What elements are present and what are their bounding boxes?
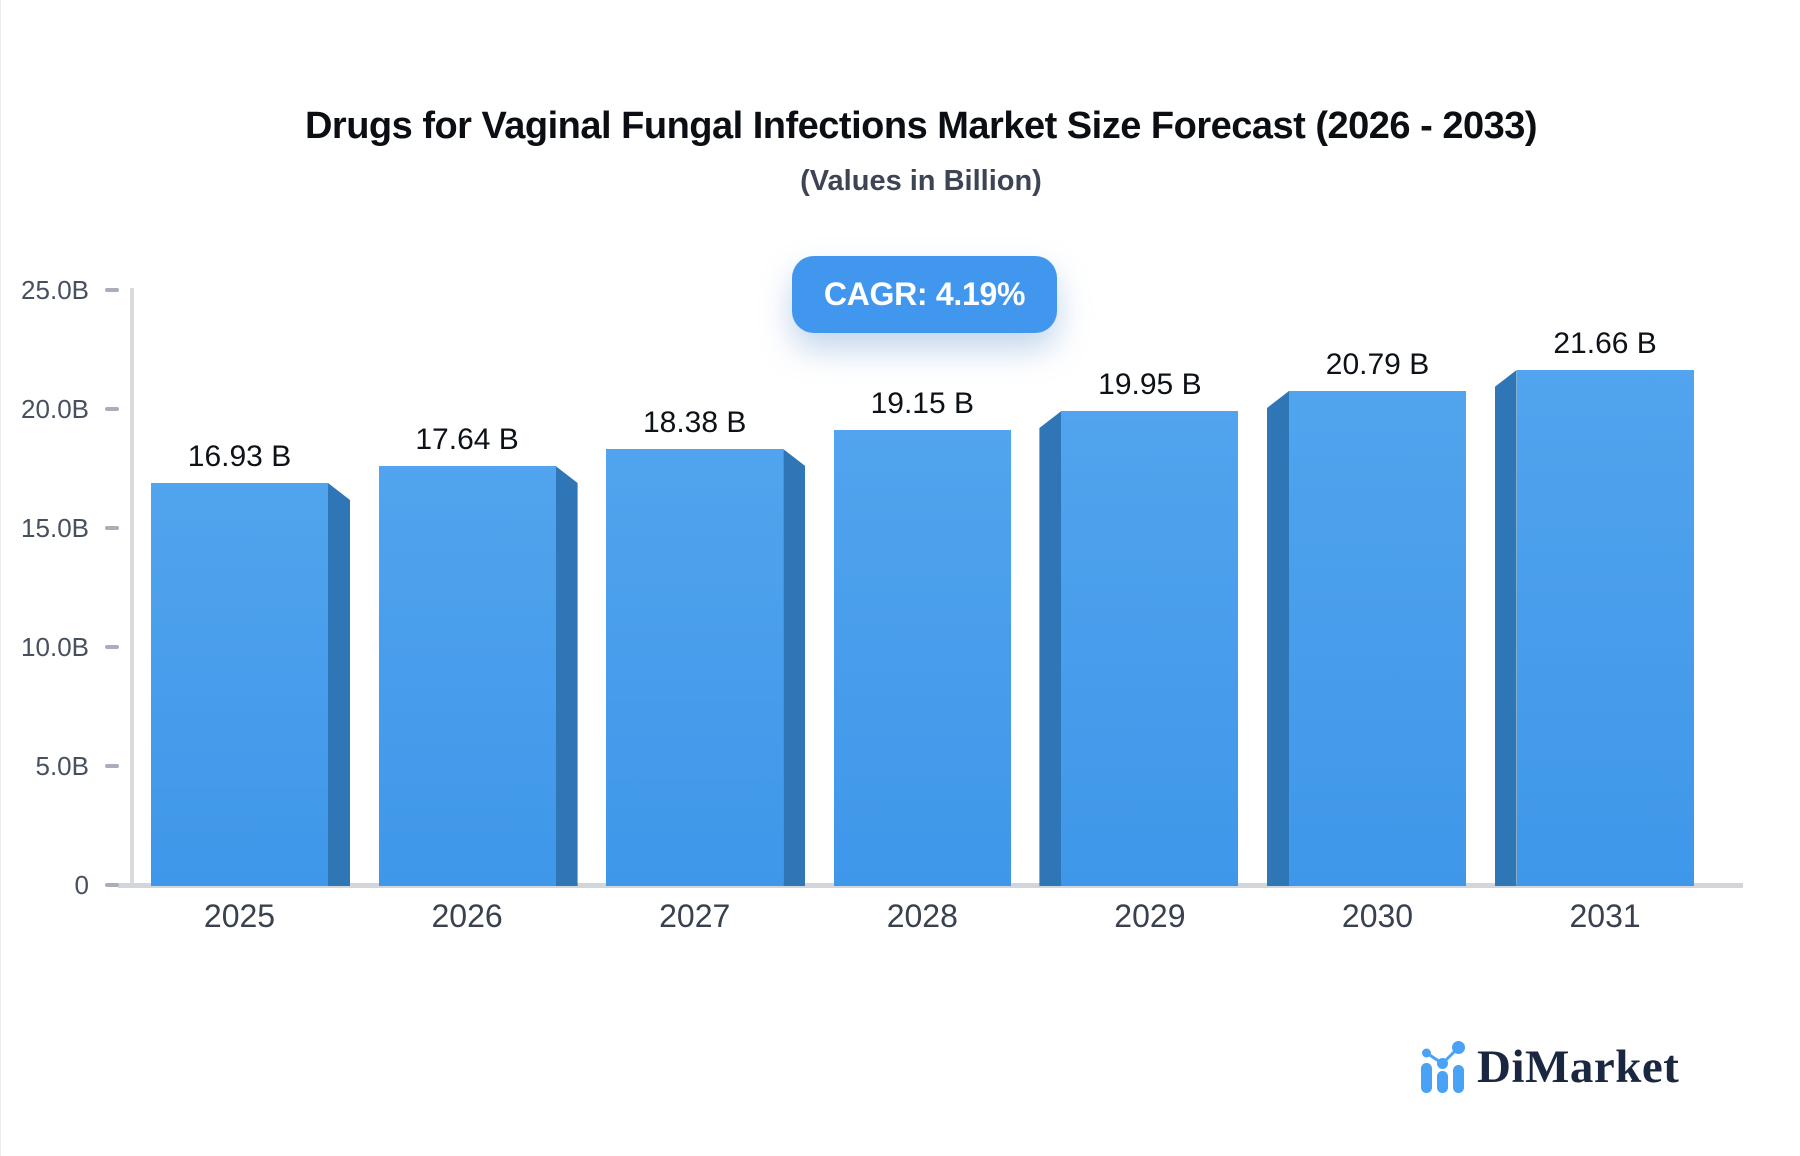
bar-3d-side-face (328, 483, 350, 886)
y-axis-line (130, 288, 134, 886)
y-tick-mark (105, 764, 119, 768)
bar[interactable] (833, 430, 1011, 886)
x-tick-label: 2025 (203, 898, 276, 934)
x-tick-label: 2030 (1341, 898, 1414, 934)
x-tick-label: 2028 (886, 898, 958, 934)
y-tick-mark (105, 288, 119, 292)
x-tick-label: 2031 (1569, 898, 1641, 934)
y-tick-mark (105, 407, 119, 411)
chart-subtitle: (Values in Billion) (800, 165, 1042, 197)
bar-value-label: 17.64 B (415, 423, 519, 456)
bar-value-label: 19.15 B (870, 387, 974, 420)
y-tick-label: 25.0B (21, 275, 89, 305)
x-tick-label: 2026 (431, 898, 503, 934)
cagr-badge: CAGR: 4.19% (792, 256, 1057, 333)
y-tick-label: 15.0B (21, 513, 89, 543)
bar-3d-side-face (783, 449, 806, 886)
bar-value-label: 19.95 B (1098, 368, 1202, 401)
bar-value-label: 16.93 B (187, 440, 292, 473)
bar-chart-trend-icon (1421, 1041, 1465, 1093)
bar-3d-side-face (1267, 391, 1289, 886)
bar-3d-side-face (1039, 411, 1062, 886)
y-tick-label: 10.0B (21, 632, 89, 662)
bar[interactable] (1289, 391, 1466, 886)
y-tick-label: 20.0B (21, 394, 89, 424)
bar[interactable] (1516, 370, 1694, 886)
dimarket-logo: DiMarket (1417, 1040, 1679, 1094)
y-tick-label: 5.0B (35, 751, 90, 781)
bar[interactable] (378, 466, 556, 886)
bar-3d-side-face (555, 466, 578, 886)
bar[interactable] (606, 449, 784, 886)
y-tick-label: 0 (74, 870, 89, 900)
bar-value-label: 21.66 B (1553, 327, 1657, 360)
bar-value-label: 20.79 B (1325, 348, 1430, 381)
y-tick-mark (105, 526, 119, 530)
y-tick-mark (105, 645, 119, 649)
chart-title: Drugs for Vaginal Fungal Infections Mark… (304, 105, 1538, 147)
bar[interactable] (151, 483, 328, 886)
logo-text: DiMarket (1477, 1041, 1680, 1093)
cagr-badge-label: CAGR: 4.19% (823, 276, 1026, 312)
bar-3d-side-face (1494, 370, 1517, 886)
y-tick-mark (105, 883, 119, 887)
bar[interactable] (1061, 411, 1239, 886)
bar-value-label: 18.38 B (642, 406, 747, 439)
x-tick-label: 2027 (659, 898, 731, 934)
x-tick-label: 2029 (1114, 898, 1186, 934)
